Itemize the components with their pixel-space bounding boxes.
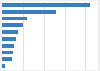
Bar (2, 23, 23, 27)
Bar (2, 37, 16, 41)
Bar (2, 64, 5, 68)
Bar (2, 3, 90, 7)
Bar (2, 44, 14, 48)
Bar (2, 51, 13, 54)
Bar (2, 10, 56, 13)
Bar (2, 17, 27, 20)
Bar (2, 30, 18, 34)
Bar (2, 58, 12, 61)
